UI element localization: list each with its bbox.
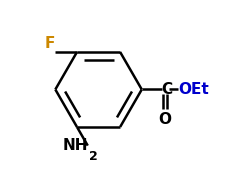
Text: NH: NH	[63, 138, 89, 153]
Text: OEt: OEt	[178, 82, 209, 97]
Text: C: C	[162, 82, 173, 97]
Text: F: F	[44, 36, 55, 51]
Text: 2: 2	[89, 150, 97, 163]
Text: O: O	[158, 112, 171, 127]
